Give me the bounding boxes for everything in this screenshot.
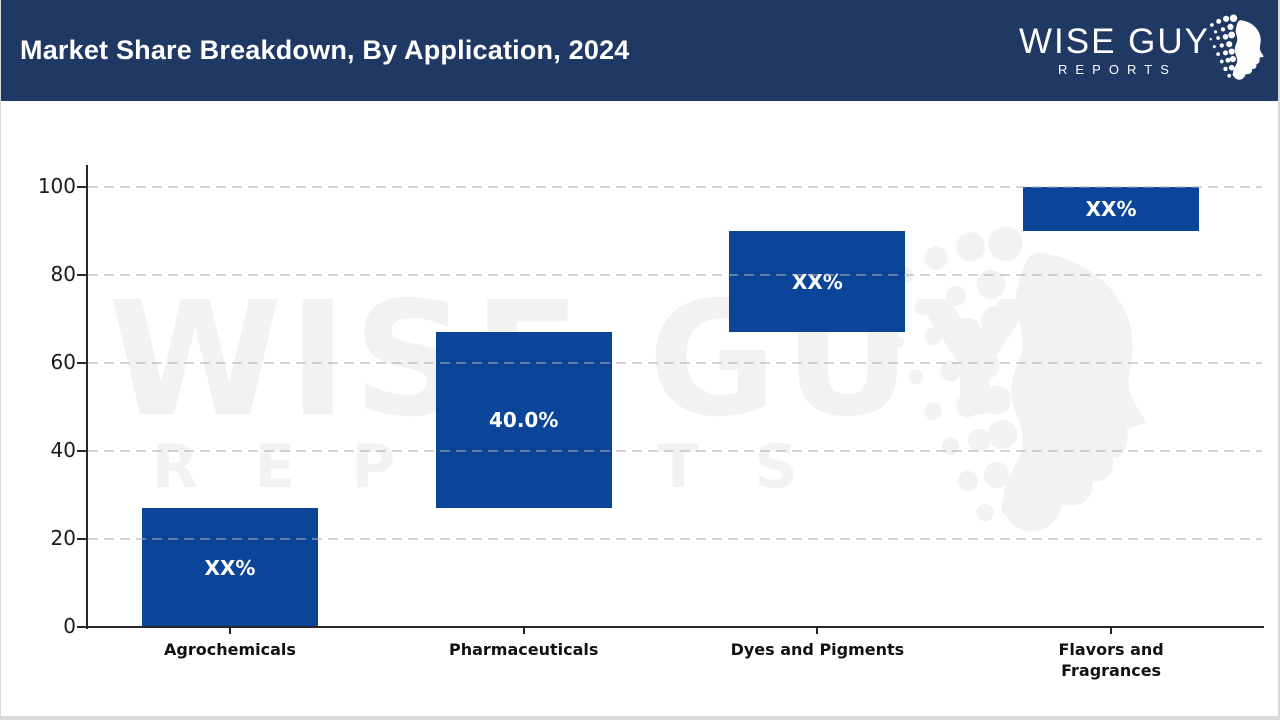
y-tick-label: 100 [37, 174, 76, 198]
x-tick-3 [1110, 628, 1113, 634]
y-tick-40 [77, 450, 86, 452]
bar-value-label: XX% [1085, 197, 1137, 221]
gridline-y-60 [88, 362, 1262, 364]
y-axis [86, 165, 88, 629]
watermark-head-icon [892, 226, 1148, 532]
x-tick-2 [816, 628, 819, 634]
category-label: Agrochemicals [164, 640, 296, 659]
y-tick-label: 60 [50, 350, 76, 374]
gridline-y-80 [88, 274, 1262, 276]
bar-flavors-and-fragrances: XX% [1023, 187, 1200, 231]
y-tick-label: 0 [63, 614, 76, 638]
bar-dyes-and-pigments: XX% [729, 231, 906, 333]
logo-text: WISE GUY REPORTS [1019, 24, 1210, 77]
bar-value-label: 40.0% [488, 408, 559, 433]
category-label: Dyes and Pigments [730, 640, 905, 659]
y-tick-0 [77, 626, 86, 628]
y-tick-60 [77, 362, 86, 364]
x-tick-1 [522, 628, 525, 634]
x-tick-0 [229, 628, 231, 634]
wise-guy-logo: WISE GUY REPORTS [1019, 10, 1280, 92]
y-tick-80 [77, 274, 86, 276]
bar-value-label: XX% [204, 555, 256, 580]
logo-head-icon [1209, 14, 1264, 80]
y-tick-20 [77, 538, 86, 540]
bar-agrochemicals: XX% [142, 508, 318, 627]
page-title: Market Share Breakdown, By Application, … [20, 35, 630, 65]
bar-value-label: XX% [791, 269, 843, 294]
y-tick-100 [77, 186, 86, 188]
gridline-y-20 [88, 538, 1262, 540]
x-axis [86, 626, 1264, 628]
header-bar: Market Share Breakdown, By Application, … [0, 0, 1280, 101]
logo-subtitle: REPORTS [1057, 62, 1177, 77]
bar-pharmaceuticals: 40.0% [435, 332, 612, 509]
logo-wordmark: WISE GUY [1018, 22, 1210, 61]
gridline-y-40 [88, 450, 1262, 452]
y-tick-label: 80 [50, 262, 76, 286]
category-label: Pharmaceuticals [448, 640, 599, 659]
gridline-y-100 [88, 186, 1262, 188]
category-label: Flavors and Fragrances [1058, 640, 1164, 680]
y-tick-label: 20 [50, 526, 76, 550]
y-tick-label: 40 [50, 438, 76, 462]
